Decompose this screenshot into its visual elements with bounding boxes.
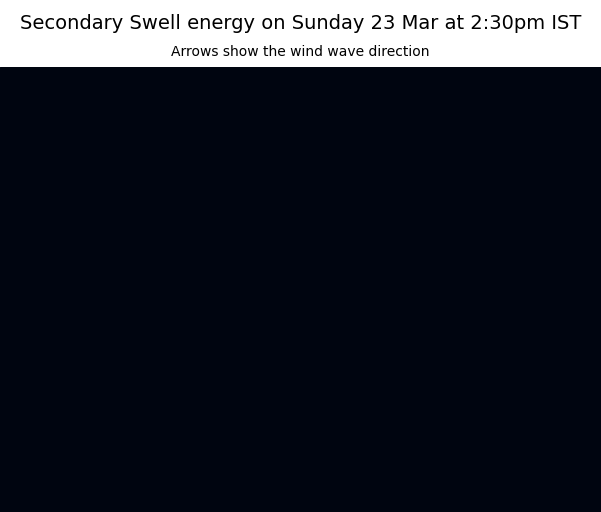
Polygon shape: [0, 67, 601, 512]
Text: Arrows show the wind wave direction: Arrows show the wind wave direction: [171, 45, 430, 59]
Text: Secondary Swell energy on Sunday 23 Mar at 2:30pm IST: Secondary Swell energy on Sunday 23 Mar …: [20, 14, 581, 33]
